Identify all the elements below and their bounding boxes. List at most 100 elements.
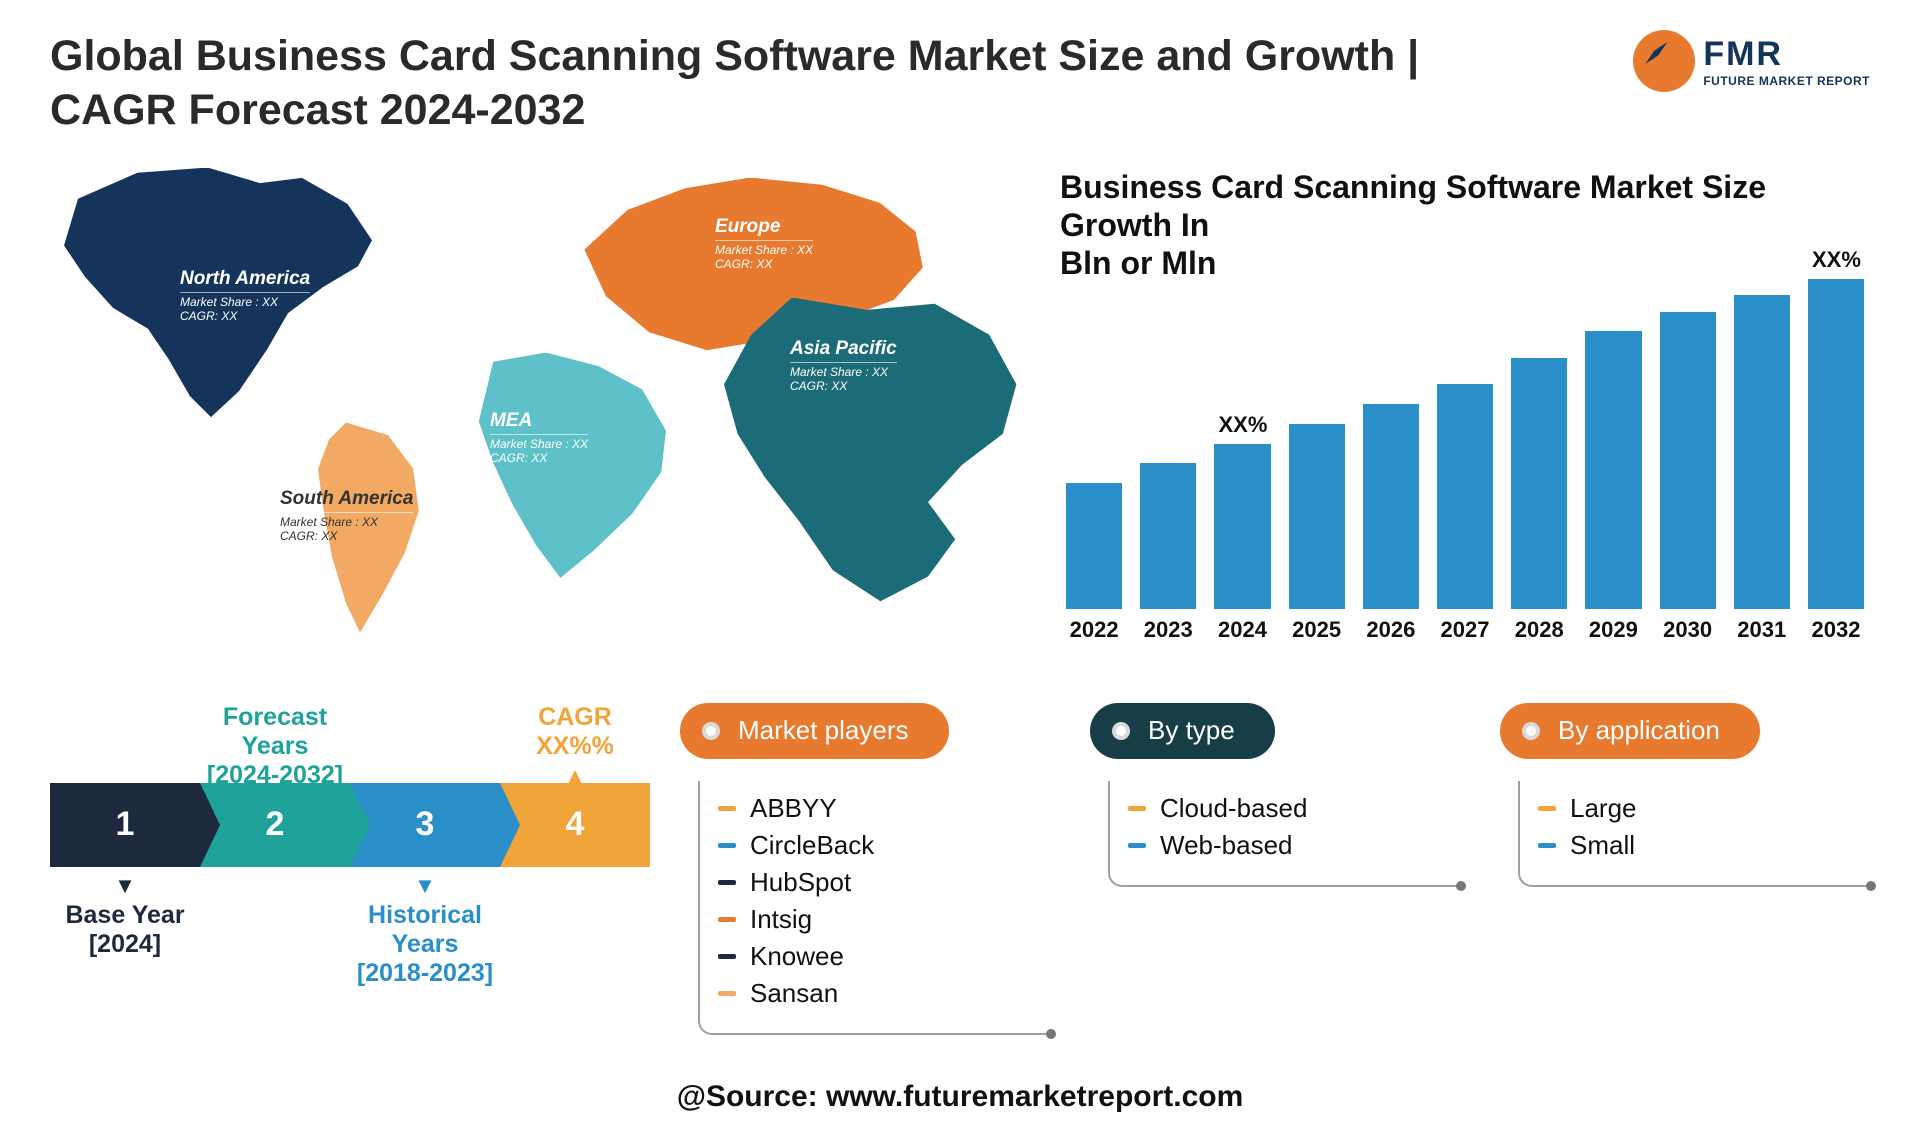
dash-icon xyxy=(718,954,736,959)
list-item: Sansan xyxy=(718,978,1050,1009)
bar-2023: 2023 xyxy=(1140,463,1196,642)
bar-rect xyxy=(1140,463,1196,608)
item-label: Intsig xyxy=(750,904,812,935)
bar-year-label: 2026 xyxy=(1366,617,1415,643)
bar-year-label: 2024 xyxy=(1218,617,1267,643)
bar-rect xyxy=(1734,295,1790,609)
timeline-bottom-label: ▼Base Year[2024] xyxy=(50,873,200,988)
list-item: Knowee xyxy=(718,941,1050,972)
bullet-icon xyxy=(1522,722,1540,740)
bar-2025: 2025 xyxy=(1289,424,1345,643)
region-label-ap: Asia PacificMarket Share : XXCAGR: XX xyxy=(790,338,897,394)
dash-icon xyxy=(1538,806,1556,811)
category-pill: Market players xyxy=(680,703,949,759)
bar-year-label: 2025 xyxy=(1292,617,1341,643)
page-title: Global Business Card Scanning Software M… xyxy=(50,30,1550,138)
dash-icon xyxy=(718,843,736,848)
timeline-cell-2: 2 xyxy=(200,783,350,867)
list-item: HubSpot xyxy=(718,867,1050,898)
chart-title: Business Card Scanning Software Market S… xyxy=(1060,168,1870,283)
bar-2024: 2024 xyxy=(1214,444,1270,643)
bar-annotation: XX% xyxy=(1218,412,1267,438)
telescope-icon xyxy=(1633,30,1695,92)
source-attribution: @Source: www.futuremarketreport.com xyxy=(50,1080,1870,1114)
region-label-mea: MEAMarket Share : XXCAGR: XX xyxy=(490,410,588,466)
logo-sub-text: FUTURE MARKET REPORT xyxy=(1703,74,1870,88)
category-by-application: By application Large Small xyxy=(1500,703,1870,1035)
region-mea xyxy=(450,353,690,583)
bar-year-label: 2027 xyxy=(1441,617,1490,643)
timeline: Forecast Years[2024-2032]▲CAGRXX%%▲ 1234… xyxy=(50,703,650,988)
bar-2026: 2026 xyxy=(1363,404,1419,643)
bar-2032: 2032 xyxy=(1808,279,1864,643)
bar-year-label: 2023 xyxy=(1144,617,1193,643)
bar-rect xyxy=(1214,444,1270,609)
bullet-icon xyxy=(702,722,720,740)
bar-rect xyxy=(1511,358,1567,609)
item-label: HubSpot xyxy=(750,867,851,898)
timeline-cell-3: 3 xyxy=(350,783,500,867)
bar-2030: 2030 xyxy=(1660,312,1716,643)
dash-icon xyxy=(1128,843,1146,848)
category-list: Large Small xyxy=(1518,781,1870,887)
list-item: CircleBack xyxy=(718,830,1050,861)
list-item: Small xyxy=(1538,830,1870,861)
item-label: Cloud-based xyxy=(1160,793,1307,824)
dash-icon xyxy=(718,806,736,811)
chart-bars: 2022 2023 2024 2025 2026 2027 2028 2029 2030 2031… xyxy=(1060,293,1870,643)
bar-2029: 2029 xyxy=(1585,331,1641,642)
category-pill: By application xyxy=(1500,703,1760,759)
dash-icon xyxy=(718,880,736,885)
region-label-eu: EuropeMarket Share : XXCAGR: XX xyxy=(715,216,813,272)
category-market-players: Market players ABBYY CircleBack HubSpot Ints… xyxy=(680,703,1050,1035)
bar-year-label: 2028 xyxy=(1515,617,1564,643)
category-panels: Market players ABBYY CircleBack HubSpot Ints… xyxy=(680,703,1870,1035)
bar-year-label: 2031 xyxy=(1737,617,1786,643)
bar-year-label: 2032 xyxy=(1811,617,1860,643)
category-pill: By type xyxy=(1090,703,1275,759)
dash-icon xyxy=(718,917,736,922)
item-label: Web-based xyxy=(1160,830,1293,861)
growth-chart: Business Card Scanning Software Market S… xyxy=(1060,168,1870,643)
bar-rect xyxy=(1289,424,1345,609)
bar-rect xyxy=(1585,331,1641,608)
bar-rect xyxy=(1437,384,1493,608)
dash-icon xyxy=(718,991,736,996)
timeline-cell-1: 1 xyxy=(50,783,200,867)
list-item: Intsig xyxy=(718,904,1050,935)
list-item: Web-based xyxy=(1128,830,1460,861)
item-label: ABBYY xyxy=(750,793,837,824)
region-label-na: North AmericaMarket Share : XXCAGR: XX xyxy=(180,268,310,324)
item-label: Knowee xyxy=(750,941,844,972)
dash-icon xyxy=(1128,806,1146,811)
list-item: Large xyxy=(1538,793,1870,824)
brand-logo: FMR FUTURE MARKET REPORT xyxy=(1633,30,1870,92)
bar-2027: 2027 xyxy=(1437,384,1493,642)
timeline-cell-4: 4 xyxy=(500,783,650,867)
region-label-sa: South AmericaMarket Share : XXCAGR: XX xyxy=(280,488,413,544)
timeline-strip: 1234 xyxy=(50,783,650,867)
header: Global Business Card Scanning Software M… xyxy=(50,30,1870,138)
bar-year-label: 2029 xyxy=(1589,617,1638,643)
timeline-bottom-label: ▼Historical Years[2018-2023] xyxy=(350,873,500,988)
bar-annotation: XX% xyxy=(1812,247,1861,273)
bar-2031: 2031 xyxy=(1734,295,1790,643)
category-list: Cloud-based Web-based xyxy=(1108,781,1460,887)
category-title: By application xyxy=(1558,715,1720,746)
bar-year-label: 2030 xyxy=(1663,617,1712,643)
logo-main-text: FMR xyxy=(1703,35,1870,74)
world-map: North AmericaMarket Share : XXCAGR: XX So… xyxy=(50,168,1030,608)
dash-icon xyxy=(1538,843,1556,848)
item-label: Small xyxy=(1570,830,1635,861)
bar-2022: 2022 xyxy=(1066,483,1122,642)
bar-rect xyxy=(1363,404,1419,609)
list-item: ABBYY xyxy=(718,793,1050,824)
item-label: Sansan xyxy=(750,978,838,1009)
category-list: ABBYY CircleBack HubSpot Intsig Knowee Sansan xyxy=(698,781,1050,1035)
item-label: Large xyxy=(1570,793,1637,824)
bar-rect xyxy=(1808,279,1864,609)
timeline-bottom-labels: ▼Base Year[2024] ▼Historical Years[2018-2… xyxy=(50,873,650,988)
category-title: By type xyxy=(1148,715,1235,746)
list-item: Cloud-based xyxy=(1128,793,1460,824)
bar-year-label: 2022 xyxy=(1070,617,1119,643)
